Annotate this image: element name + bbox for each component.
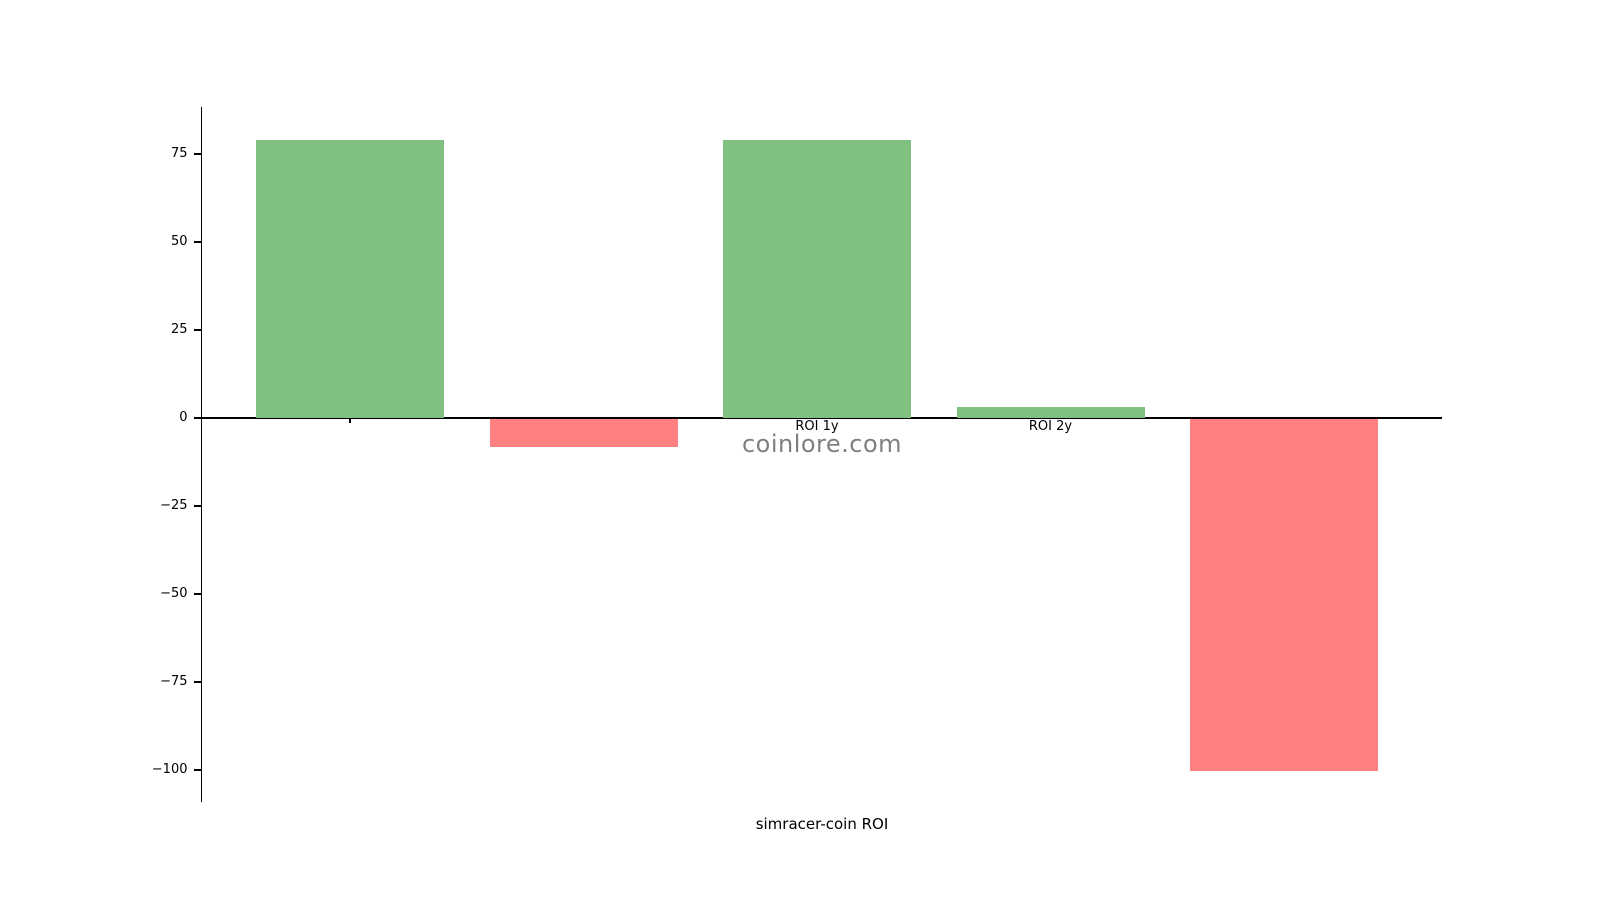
- y-tick-mark: [193, 593, 201, 595]
- y-tick-label: 0: [179, 410, 188, 425]
- bar-ROI 1y: [723, 139, 911, 418]
- x-tick-mark: [349, 418, 351, 423]
- bar-ROI 2y: [956, 407, 1145, 418]
- y-tick-label: −25: [160, 498, 188, 513]
- y-tick-label: −75: [160, 674, 188, 689]
- y-tick-mark: [193, 681, 201, 683]
- y-tick-label: −100: [151, 762, 188, 777]
- y-tick-mark: [193, 505, 201, 507]
- y-tick-label: 25: [170, 322, 188, 337]
- x-tick-label-roi-2y: ROI 2y: [1028, 419, 1073, 434]
- y-axis-line: [200, 107, 202, 802]
- y-tick-mark: [193, 769, 201, 771]
- y-tick-mark: [193, 153, 201, 155]
- y-tick-mark: [193, 417, 201, 419]
- chart-title: simracer-coin ROI: [755, 815, 889, 833]
- y-tick-mark: [193, 241, 201, 243]
- y-tick-label: 75: [170, 146, 188, 161]
- x-axis-zero-line: [202, 417, 1442, 419]
- bar-series-2: [489, 418, 678, 447]
- bar-series-1: [256, 139, 444, 418]
- x-tick-label-roi-1y: ROI 1y: [795, 419, 839, 434]
- y-tick-label: 50: [170, 234, 188, 249]
- watermark-text: coinlore.com: [741, 430, 903, 458]
- y-tick-mark: [193, 329, 201, 331]
- bar-series-5: [1190, 418, 1378, 771]
- y-tick-label: −50: [160, 586, 188, 601]
